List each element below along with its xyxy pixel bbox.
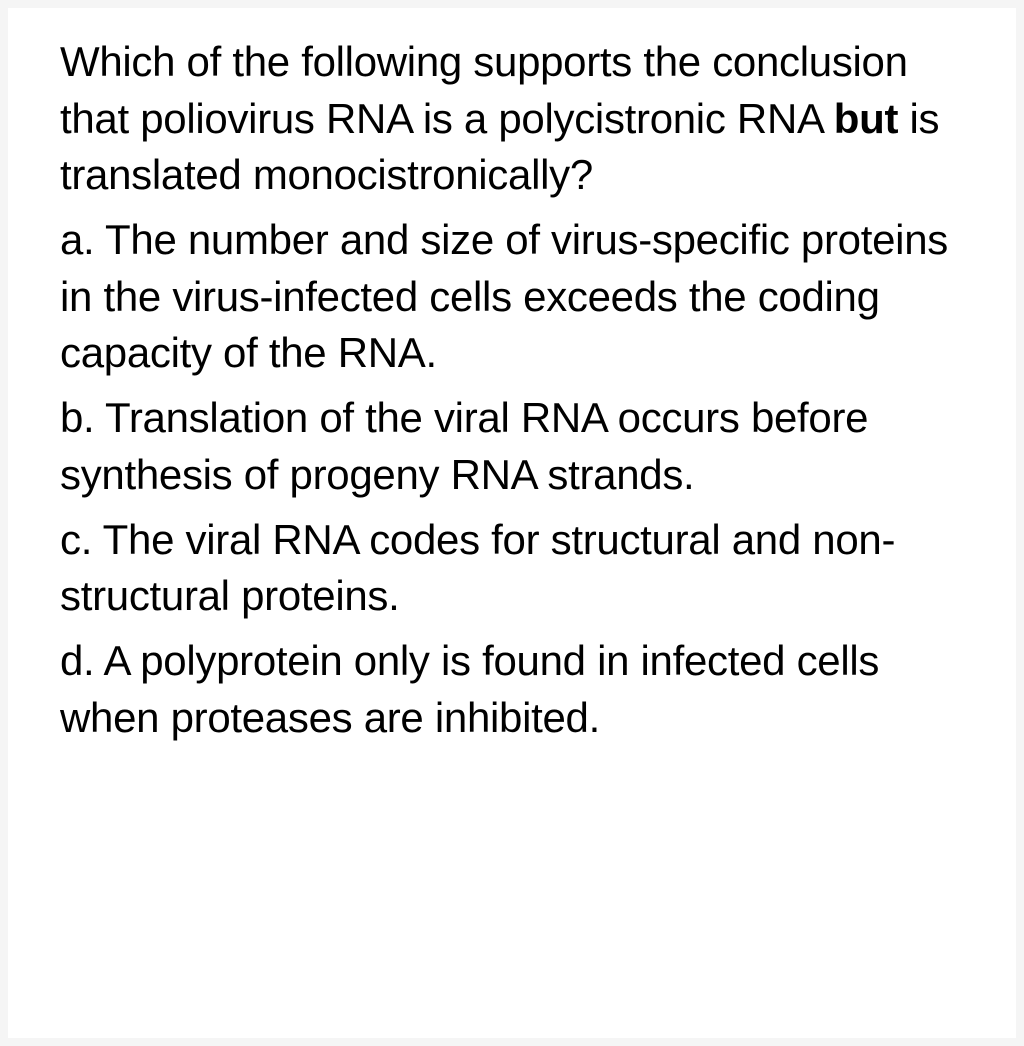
option-a[interactable]: a. The number and size of virus-specific… <box>60 212 964 382</box>
question-text: Which of the following supports the conc… <box>60 34 964 204</box>
option-d[interactable]: d. A polyprotein only is found in infect… <box>60 633 964 746</box>
question-bold-word: but <box>834 95 898 142</box>
option-c[interactable]: c. The viral RNA codes for structural an… <box>60 512 964 625</box>
option-b[interactable]: b. Translation of the viral RNA occurs b… <box>60 390 964 503</box>
question-container: Which of the following supports the conc… <box>8 8 1016 1038</box>
question-part-1: Which of the following supports the conc… <box>60 38 908 142</box>
